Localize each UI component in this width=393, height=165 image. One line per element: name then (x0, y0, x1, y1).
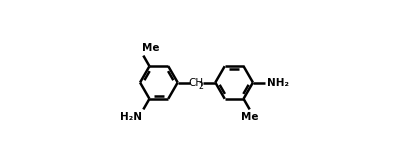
Text: CH: CH (188, 78, 204, 87)
Text: H₂N: H₂N (120, 112, 142, 122)
Text: Me: Me (241, 112, 259, 122)
Text: NH₂: NH₂ (266, 78, 288, 87)
Text: Me: Me (142, 43, 160, 53)
Text: 2: 2 (198, 82, 204, 91)
